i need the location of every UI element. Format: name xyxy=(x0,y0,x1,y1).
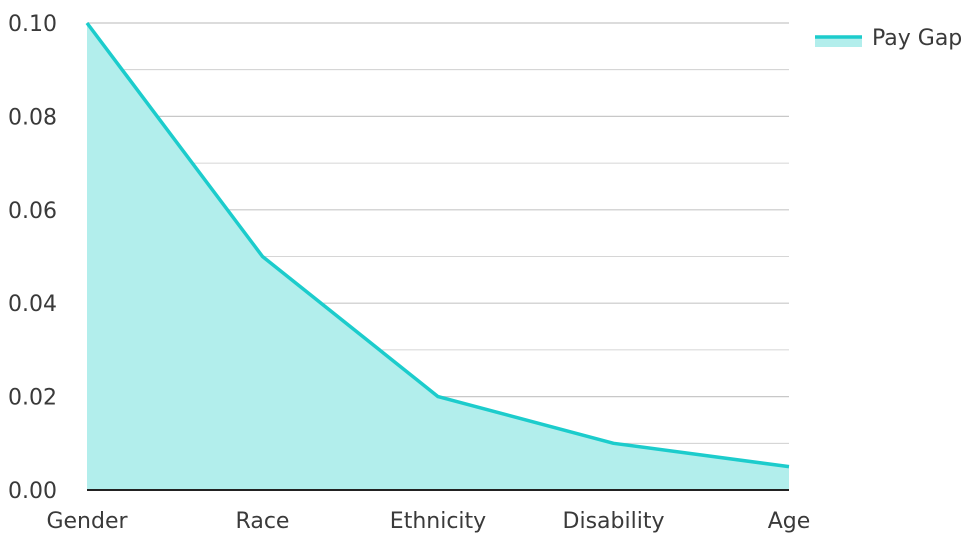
y-tick-label: 0.02 xyxy=(8,386,57,411)
y-tick-label: 0.10 xyxy=(8,12,57,37)
legend: Pay Gap xyxy=(815,26,962,51)
legend-swatch-fill xyxy=(815,37,862,47)
legend-label-pay-gap: Pay Gap xyxy=(872,26,962,51)
y-tick-label: 0.00 xyxy=(8,479,57,504)
x-tick-label-age: Age xyxy=(768,509,811,533)
y-tick-label: 0.04 xyxy=(8,292,57,317)
x-tick-label-ethnicity: Ethnicity xyxy=(390,509,486,533)
pay-gap-line xyxy=(85,21,790,469)
x-axis-ticks: Gender Race Ethnicity Disability Age xyxy=(46,509,810,533)
pay-gap-area xyxy=(87,23,789,490)
x-tick-label-gender: Gender xyxy=(46,509,128,533)
y-axis-ticks: 0.00 0.02 0.04 0.06 0.08 0.10 xyxy=(8,12,57,504)
x-tick-label-disability: Disability xyxy=(563,509,665,533)
y-tick-label: 0.08 xyxy=(8,105,57,130)
x-tick-label-race: Race xyxy=(236,509,290,533)
y-tick-label: 0.06 xyxy=(8,199,57,224)
